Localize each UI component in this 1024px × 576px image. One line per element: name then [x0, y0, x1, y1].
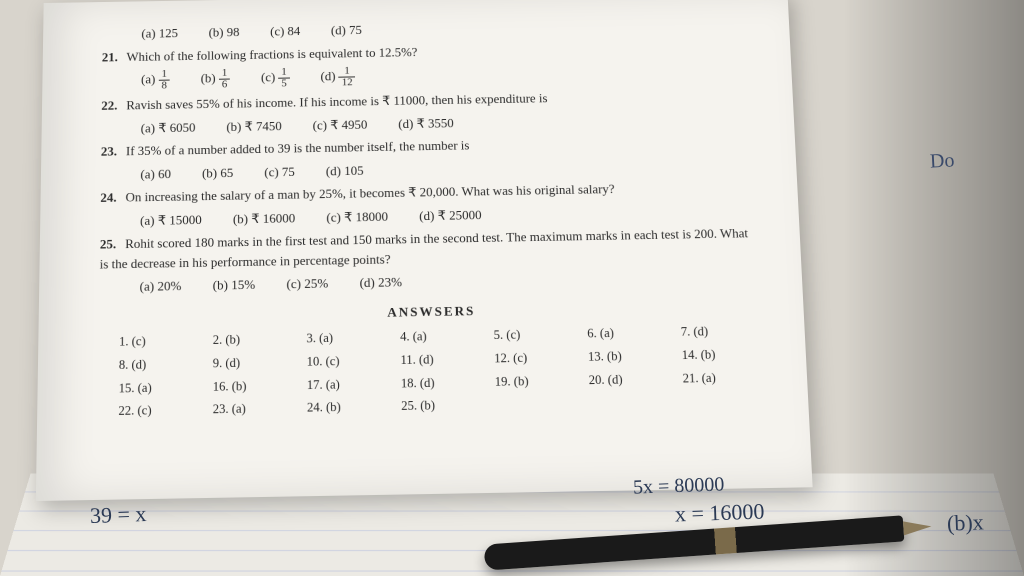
q23-d: 105	[344, 162, 364, 177]
answer-item: 23. (a)	[213, 399, 297, 420]
handwriting-eq3: x = 16000	[674, 498, 764, 527]
q25-b: 15%	[231, 277, 255, 292]
q25-d: 23%	[378, 274, 402, 289]
answer-item: 21. (a)	[682, 367, 767, 388]
margin-handwriting: Do	[929, 149, 955, 173]
q21-d-den: 12	[339, 77, 356, 88]
answer-item: 12. (c)	[494, 347, 578, 367]
q23-a: 60	[158, 166, 171, 181]
q25-a: 20%	[157, 278, 181, 293]
answer-item: 5. (c)	[493, 324, 577, 344]
handwriting-side: (b)x	[947, 509, 985, 536]
answer-item: 19. (b)	[495, 371, 579, 392]
q24-c: ₹ 18000	[344, 208, 388, 224]
q22-num: 22.	[101, 96, 123, 115]
q22-d: ₹ 3550	[416, 115, 453, 130]
q23-text: If 35% of a number added to 39 is the nu…	[126, 138, 470, 159]
q24-text: On increasing the salary of a man by 25%…	[125, 181, 614, 204]
q20-opt-a: 125	[159, 26, 178, 41]
q25-text: Rohit scored 180 marks in the first test…	[100, 225, 749, 271]
q23-num: 23.	[101, 142, 123, 161]
answer-item: 22. (c)	[118, 400, 202, 421]
answer-item: 1. (c)	[119, 331, 203, 351]
answer-item: 8. (d)	[119, 354, 203, 375]
answer-item: 20. (d)	[588, 369, 673, 390]
answer-item: 7. (d)	[680, 321, 764, 341]
q24-b: ₹ 16000	[251, 210, 295, 226]
answer-item: 10. (c)	[307, 351, 391, 372]
answer-item: 6. (a)	[587, 323, 671, 343]
answer-item: 11. (d)	[400, 349, 484, 370]
q20-opt-d: 75	[349, 22, 362, 37]
q22-text: Ravish saves 55% of his income. If his i…	[126, 91, 547, 113]
q22-a: ₹ 6050	[158, 119, 195, 134]
q25-c: 25%	[304, 276, 328, 291]
answer-item: 2. (b)	[213, 329, 297, 349]
q24-num: 24.	[100, 188, 122, 208]
answer-item: 18. (d)	[401, 372, 485, 393]
q22-b: ₹ 7450	[245, 118, 282, 133]
page-shadow-edge	[844, 0, 1024, 576]
q20-opt-c: 84	[287, 23, 300, 38]
answer-item: 14. (b)	[681, 344, 765, 364]
q25-num: 25.	[100, 234, 122, 254]
textbook-page: (a) 125 (b) 98 (c) 84 (d) 75 21. Which o…	[36, 0, 813, 501]
q21-c-den: 5	[278, 78, 289, 89]
q24-d: ₹ 25000	[437, 207, 481, 223]
answer-item: 9. (d)	[213, 352, 297, 373]
answer-item: 15. (a)	[119, 377, 203, 398]
answer-item: 25. (b)	[401, 395, 485, 416]
answer-item: 24. (b)	[307, 397, 391, 418]
q22-c: ₹ 4950	[330, 116, 367, 131]
q21-b-den: 6	[219, 80, 230, 91]
handwriting-eq2: 5x = 80000	[632, 473, 724, 499]
answer-item: 3. (a)	[306, 328, 390, 348]
q21-a-den: 8	[158, 81, 169, 92]
answer-item: 4. (a)	[400, 326, 484, 346]
q25: 25. Rohit scored 180 marks in the first …	[100, 223, 761, 273]
q24-a: ₹ 15000	[158, 212, 202, 228]
answer-item: 16. (b)	[213, 376, 297, 397]
answer-item: 13. (b)	[588, 346, 672, 366]
q21-text: Which of the following fractions is equi…	[126, 44, 417, 63]
answers-grid: 1. (c) 2. (b) 3. (a) 4. (a) 5. (c) 6. (a) 7. (…	[118, 321, 768, 421]
q23-b: 65	[220, 165, 233, 180]
q23-c: 75	[282, 164, 295, 179]
q20-opt-b: 98	[227, 25, 240, 40]
q21-num: 21.	[102, 47, 124, 66]
handwriting-eq1: 39 = x	[90, 501, 147, 529]
answer-item: 17. (a)	[307, 374, 391, 395]
